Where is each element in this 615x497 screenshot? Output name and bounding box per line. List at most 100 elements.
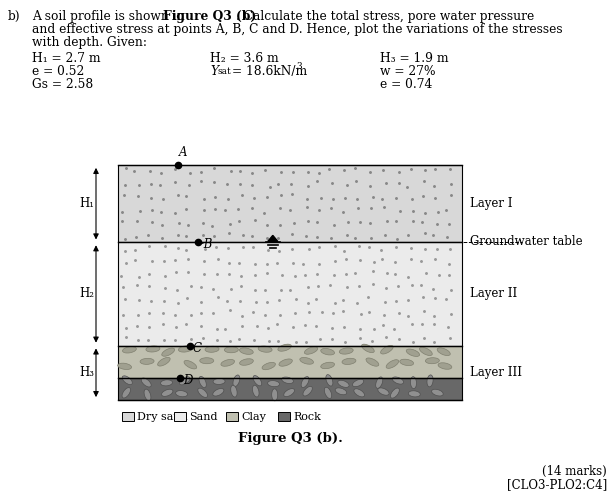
Text: b): b) [8, 10, 21, 23]
Ellipse shape [253, 385, 259, 397]
Ellipse shape [339, 348, 353, 354]
Ellipse shape [352, 379, 363, 387]
Ellipse shape [141, 378, 151, 387]
Ellipse shape [122, 388, 130, 398]
Text: H₁ = 2.7 m: H₁ = 2.7 m [32, 52, 101, 65]
Ellipse shape [376, 377, 383, 388]
Bar [118, 378, 462, 400]
Ellipse shape [419, 347, 432, 355]
Text: H₁: H₁ [79, 197, 94, 210]
Ellipse shape [176, 391, 188, 397]
Text: ·B: ·B [201, 239, 213, 251]
Bar [122, 412, 134, 421]
Bar [118, 165, 462, 243]
Text: (14 marks): (14 marks) [542, 465, 607, 478]
Text: e = 0.74: e = 0.74 [380, 78, 432, 91]
Bar [118, 243, 462, 345]
Text: H₃ = 1.9 m: H₃ = 1.9 m [380, 52, 448, 65]
Ellipse shape [407, 349, 419, 356]
Ellipse shape [392, 377, 403, 384]
Text: [CLO3-PLO2:C4]: [CLO3-PLO2:C4] [507, 478, 607, 491]
Ellipse shape [354, 389, 365, 397]
Ellipse shape [272, 389, 278, 401]
Text: 3: 3 [296, 62, 301, 71]
Text: Layer II: Layer II [470, 287, 517, 301]
Text: and effective stress at points A, B, C and D. Hence, plot the variations of the : and effective stress at points A, B, C a… [32, 23, 563, 36]
Text: Rock: Rock [293, 412, 321, 421]
Ellipse shape [199, 376, 206, 388]
Ellipse shape [438, 363, 452, 369]
Ellipse shape [321, 362, 335, 369]
Ellipse shape [200, 358, 214, 364]
Text: A: A [179, 146, 188, 159]
Ellipse shape [258, 346, 272, 352]
Ellipse shape [253, 376, 262, 386]
Ellipse shape [304, 347, 318, 354]
Ellipse shape [213, 378, 225, 385]
Text: H₂ = 3.6 m: H₂ = 3.6 m [210, 52, 279, 65]
Ellipse shape [301, 377, 309, 388]
Ellipse shape [279, 359, 292, 366]
Text: H₃: H₃ [79, 366, 94, 379]
Ellipse shape [321, 348, 335, 355]
Bar [174, 412, 186, 421]
Text: Clay: Clay [241, 412, 266, 421]
Ellipse shape [303, 386, 312, 396]
Ellipse shape [122, 376, 132, 385]
Text: . Calculate the total stress, pore water pressure: . Calculate the total stress, pore water… [236, 10, 534, 23]
Ellipse shape [366, 358, 379, 366]
Ellipse shape [198, 388, 207, 398]
Ellipse shape [162, 389, 173, 396]
Ellipse shape [342, 358, 356, 364]
Ellipse shape [117, 363, 132, 369]
Text: Sand: Sand [189, 412, 218, 421]
Ellipse shape [410, 377, 416, 389]
Ellipse shape [300, 357, 314, 364]
Ellipse shape [408, 391, 420, 397]
Polygon shape [268, 236, 278, 242]
Ellipse shape [224, 347, 239, 353]
Ellipse shape [140, 358, 154, 364]
Ellipse shape [335, 388, 347, 395]
Ellipse shape [378, 388, 389, 395]
Text: Dry sand: Dry sand [137, 412, 188, 421]
Ellipse shape [180, 377, 190, 385]
Ellipse shape [162, 348, 175, 356]
Ellipse shape [324, 387, 331, 399]
Ellipse shape [381, 345, 393, 354]
Text: Groundwater table: Groundwater table [470, 235, 582, 248]
Bar [226, 412, 238, 421]
Ellipse shape [386, 360, 399, 368]
Text: D: D [183, 374, 192, 387]
Text: = 18.6kN/m: = 18.6kN/m [232, 65, 308, 78]
Ellipse shape [437, 348, 450, 355]
Ellipse shape [427, 375, 433, 387]
Ellipse shape [239, 348, 253, 354]
Ellipse shape [284, 389, 295, 397]
Text: H₂: H₂ [79, 287, 94, 301]
Ellipse shape [213, 389, 224, 396]
Text: with depth. Given:: with depth. Given: [32, 36, 147, 49]
Ellipse shape [184, 360, 197, 369]
Ellipse shape [338, 380, 349, 387]
Text: Figure Q3 (b).: Figure Q3 (b). [237, 432, 343, 445]
Text: Y: Y [210, 65, 218, 78]
Ellipse shape [426, 358, 439, 364]
Text: Figure Q3 (b): Figure Q3 (b) [163, 10, 256, 23]
Ellipse shape [221, 359, 234, 366]
Ellipse shape [240, 359, 253, 365]
Text: C: C [193, 341, 202, 354]
Ellipse shape [161, 380, 172, 386]
Ellipse shape [122, 346, 137, 353]
Text: w = 27%: w = 27% [380, 65, 435, 78]
Text: sat: sat [217, 67, 231, 76]
Text: Layer I: Layer I [470, 197, 512, 210]
Ellipse shape [362, 344, 375, 353]
Ellipse shape [278, 344, 292, 351]
Ellipse shape [233, 375, 240, 387]
Ellipse shape [205, 346, 219, 352]
Ellipse shape [400, 359, 414, 366]
Text: Gs = 2.58: Gs = 2.58 [32, 78, 93, 91]
Ellipse shape [432, 389, 443, 396]
Ellipse shape [157, 357, 170, 366]
